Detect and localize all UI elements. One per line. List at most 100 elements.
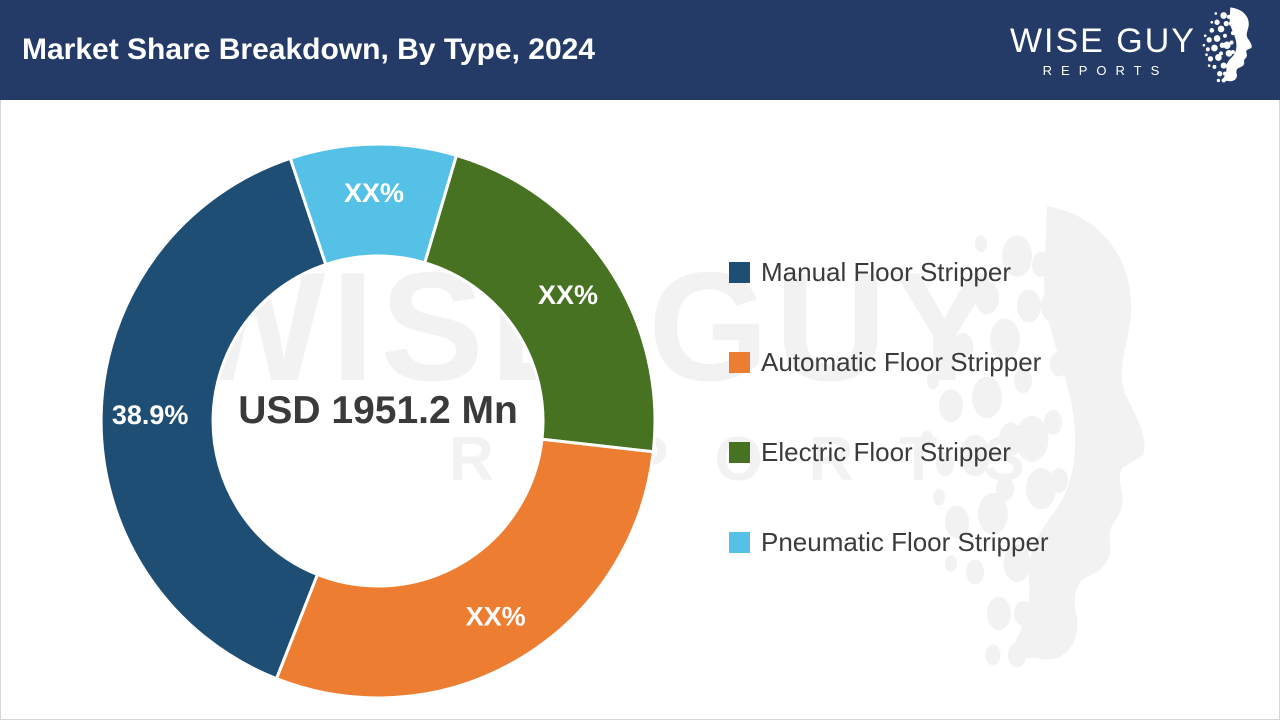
donut-chart: 38.9% XX% XX% XX% [99, 142, 657, 700]
logo-face-icon [1202, 7, 1252, 83]
legend-label-manual-floor-stripper: Manual Floor Stripper [761, 256, 1011, 287]
face-dot [1210, 20, 1214, 24]
segment-share-label-electric-floor-stripper: XX% [538, 280, 598, 310]
face-dot [1221, 78, 1226, 83]
face-dot [1206, 37, 1212, 43]
chart-area: WISE GUY REPORTS 38.9% XX% XX% XX% USD 1951… [0, 100, 1280, 720]
face-dot [1219, 51, 1224, 56]
face-dot [987, 596, 1011, 630]
face-dot [1207, 56, 1214, 62]
face-dot [1209, 28, 1215, 33]
face-dot [1035, 546, 1059, 581]
face-dot [1212, 64, 1217, 69]
face-dot [1202, 43, 1206, 47]
face-dot [1215, 54, 1222, 61]
segment-share-label-manual-floor-stripper: 38.9% [112, 400, 189, 430]
face-dot [966, 559, 984, 585]
face-dot [1205, 53, 1208, 57]
face-dot [985, 644, 1001, 666]
face-dot [990, 318, 1020, 360]
legend-item-manual-floor-stripper: Manual Floor Stripper [729, 257, 1049, 287]
face-dot [1050, 351, 1068, 377]
segment-share-label-pneumatic-floor-stripper: XX% [344, 178, 404, 208]
legend: Manual Floor Stripper Automatic Floor Str… [729, 257, 1049, 617]
face-dot [1026, 468, 1056, 510]
face-dot [936, 451, 954, 477]
face-dot [1044, 409, 1062, 435]
legend-swatch-electric-floor-stripper [729, 441, 750, 463]
legend-swatch-pneumatic-floor-stripper [729, 531, 750, 553]
face-dot [1213, 35, 1221, 42]
face-dot [996, 476, 1014, 502]
face-dot [1230, 50, 1235, 55]
face-dot [975, 281, 999, 315]
face-dot [1216, 78, 1221, 83]
face-dot [1050, 517, 1068, 543]
legend-item-automatic-floor-stripper: Automatic Floor Stripper [729, 347, 1049, 377]
face-dot [945, 555, 957, 572]
face-dot [1014, 368, 1032, 394]
legend-item-electric-floor-stripper: Electric Floor Stripper [729, 437, 1049, 467]
watermark-face-icon [921, 206, 1145, 668]
legend-label-automatic-floor-stripper: Automatic Floor Stripper [761, 346, 1042, 377]
logo-text: WISE GUY REPORTS [1010, 24, 1196, 77]
face-dot [1017, 289, 1041, 323]
face-dot [1003, 544, 1031, 583]
face-dot [1220, 12, 1227, 19]
donut-segment-electric-floor-stripper [423, 153, 657, 454]
face-dot [927, 372, 939, 390]
legend-label-electric-floor-stripper: Electric Floor Stripper [761, 436, 1011, 467]
face-dot [1230, 58, 1235, 63]
face-dot [1217, 70, 1223, 77]
face-dot [957, 289, 969, 306]
face-dot [960, 434, 990, 477]
face-dot [1226, 14, 1231, 19]
legend-item-pneumatic-floor-stripper: Pneumatic Floor Stripper [729, 527, 1049, 557]
face-dot [1223, 20, 1229, 27]
face-profile-shape [1008, 206, 1145, 660]
logo-brand-name: WISE GUY [1009, 21, 1196, 60]
face-dot [1230, 31, 1235, 36]
face-dot [1223, 71, 1227, 76]
page-title: Market Share Breakdown, By Type, 2024 [22, 33, 596, 66]
wise-guy-logo: WISE GUY REPORTS [1010, 6, 1258, 94]
face-dot [975, 235, 987, 252]
legend-label-pneumatic-floor-stripper: Pneumatic Floor Stripper [761, 526, 1049, 557]
legend-swatch-manual-floor-stripper [729, 261, 750, 283]
face-dot [1229, 40, 1234, 45]
face-dot [939, 389, 963, 423]
face-dot [1217, 25, 1225, 33]
face-dot [952, 333, 974, 363]
face-dot [1214, 19, 1220, 25]
logo-brand-subtitle: REPORTS [1042, 62, 1169, 78]
face-dot [1050, 468, 1068, 493]
face-dot [1227, 62, 1233, 69]
donut-center-value: USD 1951.2 Mn [238, 389, 518, 432]
face-dot [921, 430, 933, 448]
face-dot [972, 376, 1002, 419]
face-dot [1032, 252, 1050, 277]
face-dot [1214, 12, 1218, 15]
face-dot [1203, 34, 1207, 38]
donut-segment-automatic-floor-stripper [275, 437, 655, 700]
face-dot [1008, 642, 1026, 668]
donut-segment-manual-floor-stripper [99, 156, 328, 681]
face-dot [945, 505, 969, 539]
face-dot [1211, 44, 1218, 52]
face-dot [1015, 416, 1049, 462]
face-dot [1041, 289, 1065, 323]
face-dot [1220, 62, 1227, 69]
face-dot [1207, 64, 1211, 67]
header: Market Share Breakdown, By Type, 2024 WI… [0, 0, 1280, 100]
face-dot [1205, 47, 1210, 52]
face-dot [933, 488, 945, 506]
face-profile-shape [1221, 7, 1252, 82]
face-dot [1002, 235, 1032, 277]
legend-swatch-automatic-floor-stripper [729, 351, 750, 373]
face-dot [1014, 600, 1032, 626]
face-dot [1225, 50, 1233, 57]
face-dot [978, 492, 1008, 535]
face-dot [1223, 41, 1231, 49]
face-dot [1228, 20, 1235, 27]
